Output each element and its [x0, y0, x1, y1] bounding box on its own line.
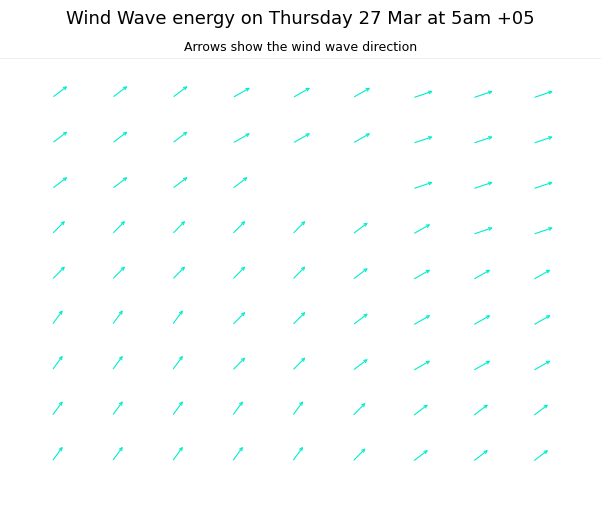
Text: Arrows show the wind wave direction: Arrows show the wind wave direction: [184, 41, 417, 54]
Text: Wind Wave energy on Thursday 27 Mar at 5am +05: Wind Wave energy on Thursday 27 Mar at 5…: [66, 10, 535, 28]
